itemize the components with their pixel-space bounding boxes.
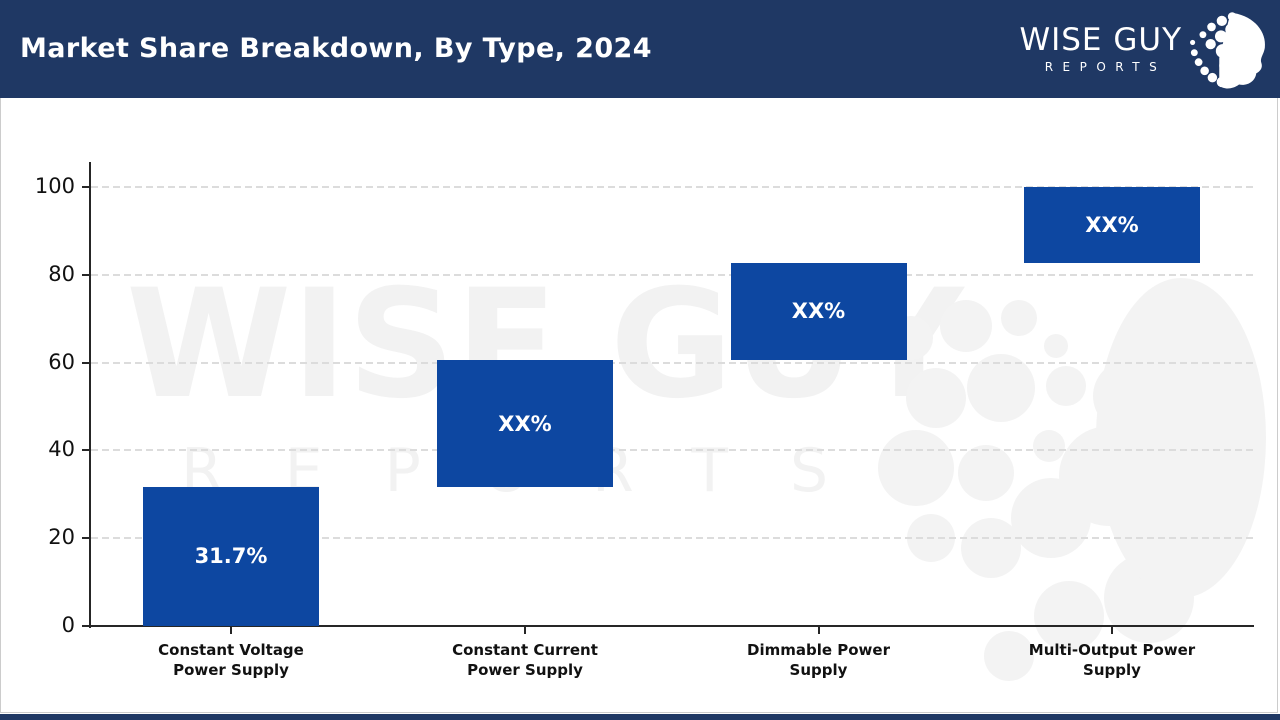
gridline — [91, 449, 1254, 452]
x-tick-mark — [524, 627, 526, 634]
category-label-line: Constant Current — [452, 641, 598, 659]
y-axis-line — [89, 162, 91, 628]
y-tick-mark — [82, 273, 89, 276]
y-tick-label: 100 — [34, 174, 75, 198]
category-label: Constant Current Power Supply — [405, 640, 645, 680]
header-bar: Market Share Breakdown, By Type, 2024 WI… — [0, 0, 1280, 98]
category-label: Constant Voltage Power Supply — [111, 640, 351, 680]
bar-segment: 31.7% — [143, 486, 319, 626]
category-label: Multi-Output Power Supply — [992, 640, 1232, 680]
chart-plot-area: 0 20 40 60 80 100 31.7% XX% XX% XX% Constant Volta… — [1, 98, 1277, 712]
bar-value-label: XX% — [498, 411, 552, 436]
gridline — [91, 361, 1254, 364]
gridline — [91, 537, 1254, 540]
x-axis-line — [88, 625, 1254, 627]
y-tick-label: 80 — [48, 261, 75, 286]
chart-canvas: WISE GUY REPORTS 02040608010031.7%XX%XX%… — [0, 98, 1278, 713]
bar-value-label: XX% — [791, 299, 846, 324]
category-label-line: Supply — [789, 661, 848, 679]
y-tick-label: 20 — [48, 525, 75, 550]
y-tick-mark — [82, 186, 89, 188]
gridline — [91, 186, 1254, 188]
bar-segment: XX% — [730, 262, 907, 361]
footer-bar — [0, 714, 1280, 720]
y-tick-label: 40 — [48, 437, 75, 462]
logo-text: WISE GUY REPORTS — [1019, 22, 1182, 74]
wise-guy-reports-logo: WISE GUY REPORTS — [1019, 6, 1270, 94]
x-tick-mark — [230, 627, 232, 634]
y-tick-label: 60 — [48, 349, 75, 374]
category-label-line: Constant Voltage — [158, 641, 304, 659]
gridline — [91, 273, 1254, 276]
y-tick-mark — [82, 537, 89, 540]
category-label-line: Power Supply — [467, 661, 583, 679]
logo-wordmark: WISE GUY — [1019, 22, 1182, 58]
x-tick-mark — [817, 627, 820, 634]
logo-head-icon — [1190, 12, 1266, 89]
bar-value-label: XX% — [1085, 212, 1139, 237]
category-label-line: Dimmable Power — [747, 641, 890, 659]
y-tick-label: 0 — [61, 613, 75, 637]
bar-segment: XX% — [437, 360, 613, 487]
category-label-line: Power Supply — [173, 661, 289, 679]
category-label-line: Supply — [1083, 661, 1141, 679]
bar-value-label: 31.7% — [194, 544, 268, 569]
y-tick-mark — [82, 361, 89, 364]
y-tick-mark — [82, 449, 89, 452]
category-label-line: Multi-Output Power — [1028, 641, 1196, 659]
bar-segment: XX% — [1024, 187, 1200, 263]
x-tick-mark — [1111, 627, 1113, 634]
category-label: Dimmable Power Supply — [699, 640, 939, 680]
logo-subtitle: REPORTS — [1044, 60, 1167, 74]
y-tick-mark — [82, 625, 89, 627]
page-title: Market Share Breakdown, By Type, 2024 — [20, 33, 652, 64]
